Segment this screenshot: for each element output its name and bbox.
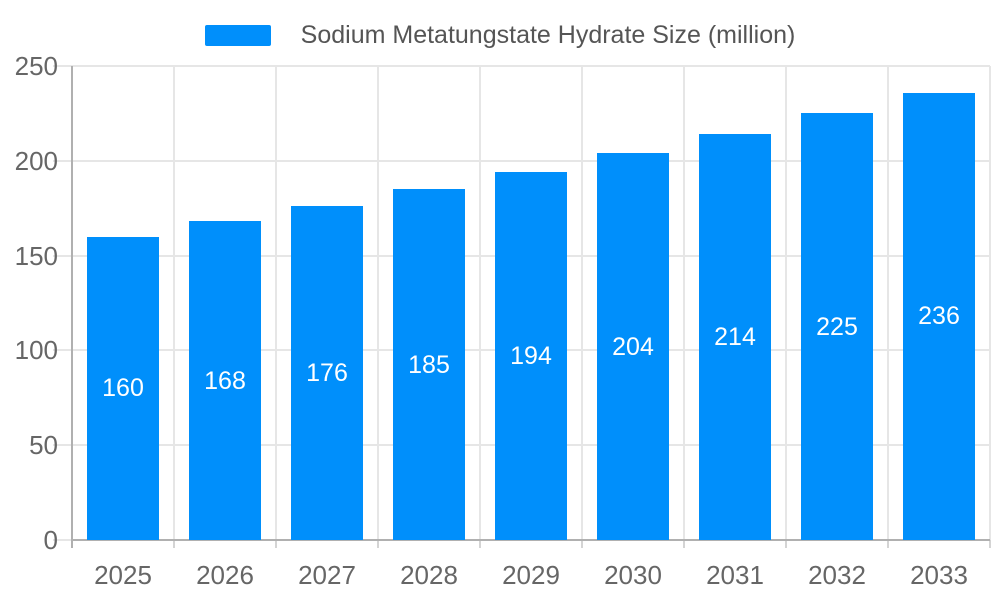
x-gridline xyxy=(173,66,175,540)
y-axis-line xyxy=(71,66,73,548)
x-axis-tick xyxy=(275,540,277,548)
bar-value-label: 204 xyxy=(612,332,654,361)
y-axis-tick-label: 200 xyxy=(14,145,58,176)
x-axis-tick-label: 2030 xyxy=(604,560,662,590)
bar-2026[interactable] xyxy=(189,221,261,540)
legend[interactable]: Sodium Metatungstate Hydrate Size (milli… xyxy=(0,12,1000,58)
x-axis-tick xyxy=(785,540,787,548)
x-axis-tick xyxy=(683,540,685,548)
x-gridline xyxy=(887,66,889,540)
x-gridline xyxy=(683,66,685,540)
bar-value-label: 160 xyxy=(102,374,144,403)
legend-swatch-icon xyxy=(204,24,271,46)
x-axis-tick-label: 2033 xyxy=(910,560,968,590)
bar-2032[interactable] xyxy=(801,113,873,540)
x-axis-tick xyxy=(479,540,481,548)
x-axis-tick-label: 2027 xyxy=(298,560,356,590)
x-gridline xyxy=(377,66,379,540)
x-gridline xyxy=(785,66,787,540)
y-gridline xyxy=(53,65,990,67)
bar-2030[interactable] xyxy=(597,153,669,540)
y-axis-tick-label: 100 xyxy=(14,335,58,366)
bar-2033[interactable] xyxy=(903,92,975,540)
x-axis-tick-label: 2026 xyxy=(196,560,254,590)
bar-value-label: 236 xyxy=(918,302,960,331)
x-axis-tick xyxy=(989,540,991,548)
bar-value-label: 176 xyxy=(306,359,348,388)
bar-value-label: 194 xyxy=(510,342,552,371)
y-axis-tick-label: 50 xyxy=(29,430,58,461)
bar-2025[interactable] xyxy=(87,236,159,540)
x-gridline xyxy=(479,66,481,540)
x-axis-tick-label: 2032 xyxy=(808,560,866,590)
x-axis-tick-label: 2031 xyxy=(706,560,764,590)
y-axis-tick-label: 150 xyxy=(14,240,58,271)
x-axis-tick xyxy=(377,540,379,548)
x-gridline xyxy=(989,66,991,540)
bar-2028[interactable] xyxy=(393,189,465,540)
bar-2031[interactable] xyxy=(699,134,771,540)
bar-2029[interactable] xyxy=(495,172,567,540)
bar-value-label: 168 xyxy=(204,366,246,395)
y-axis-tick-label: 250 xyxy=(14,51,58,81)
x-gridline xyxy=(581,66,583,540)
x-axis-tick-label: 2025 xyxy=(94,560,152,590)
x-gridline xyxy=(275,66,277,540)
x-axis-tick xyxy=(173,540,175,548)
bar-2027[interactable] xyxy=(291,206,363,540)
legend-label: Sodium Metatungstate Hydrate Size (milli… xyxy=(300,20,796,49)
x-axis-tick-label: 2028 xyxy=(400,560,458,590)
y-gridline xyxy=(53,159,990,162)
x-axis-tick xyxy=(581,540,583,548)
x-axis-tick xyxy=(887,540,889,548)
x-axis-tick-label: 2029 xyxy=(502,560,560,590)
bar-value-label: 214 xyxy=(714,323,756,352)
bar-value-label: 185 xyxy=(408,350,450,379)
y-axis-tick-label: 0 xyxy=(43,525,58,555)
bar-value-label: 225 xyxy=(816,312,858,341)
x-axis-line xyxy=(72,539,990,541)
